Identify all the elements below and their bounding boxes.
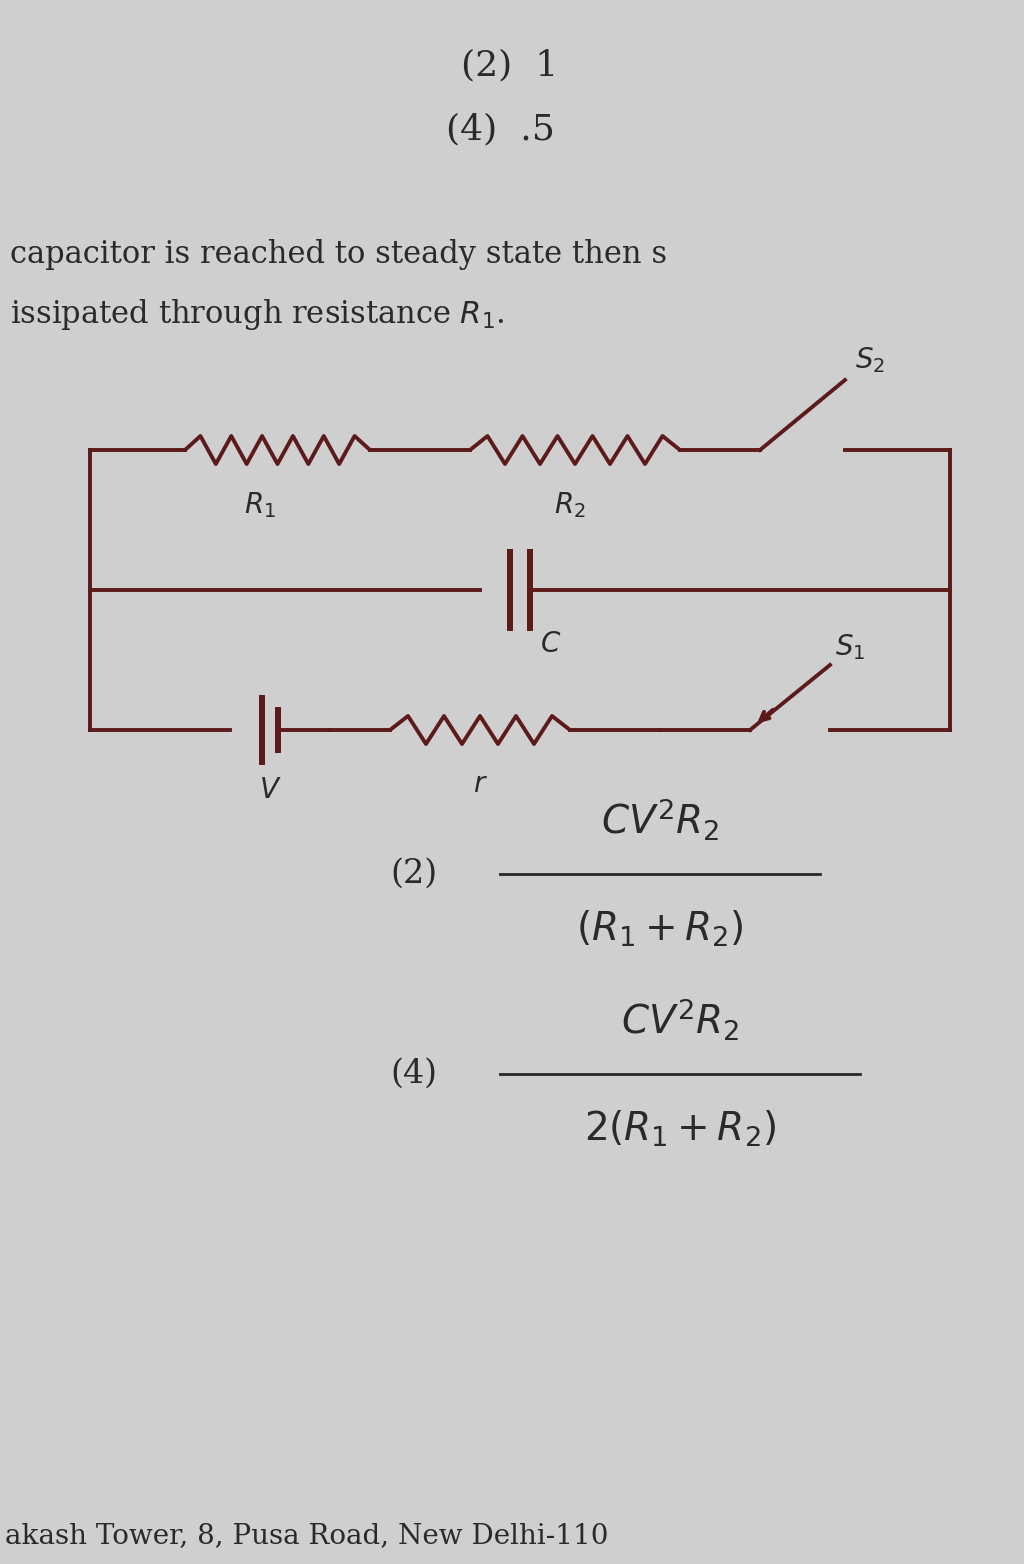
Text: $V$: $V$ [259, 776, 282, 804]
Text: (4): (4) [390, 1057, 437, 1090]
Text: $R_2$: $R_2$ [554, 490, 586, 519]
Text: capacitor is reached to steady state then s: capacitor is reached to steady state the… [10, 238, 667, 269]
Text: $CV^2R_2$: $CV^2R_2$ [621, 996, 739, 1042]
Text: $R_1$: $R_1$ [244, 490, 275, 519]
Text: $C$: $C$ [540, 632, 561, 658]
Text: (4)  .5: (4) .5 [445, 113, 554, 145]
Text: $S_2$: $S_2$ [855, 346, 885, 375]
Text: akash Tower, 8, Pusa Road, New Delhi-110: akash Tower, 8, Pusa Road, New Delhi-110 [5, 1522, 608, 1550]
Text: $S_1$: $S_1$ [835, 632, 865, 662]
Text: $r$: $r$ [473, 771, 487, 799]
Text: $CV^2R_2$: $CV^2R_2$ [601, 796, 719, 841]
Text: issipated through resistance $R_1$.: issipated through resistance $R_1$. [10, 297, 505, 332]
Text: (2): (2) [390, 859, 437, 890]
Text: $2(R_1+R_2)$: $2(R_1+R_2)$ [584, 1109, 776, 1150]
Text: (2)  1: (2) 1 [462, 48, 559, 81]
Text: $(R_1+R_2)$: $(R_1+R_2)$ [577, 909, 743, 949]
